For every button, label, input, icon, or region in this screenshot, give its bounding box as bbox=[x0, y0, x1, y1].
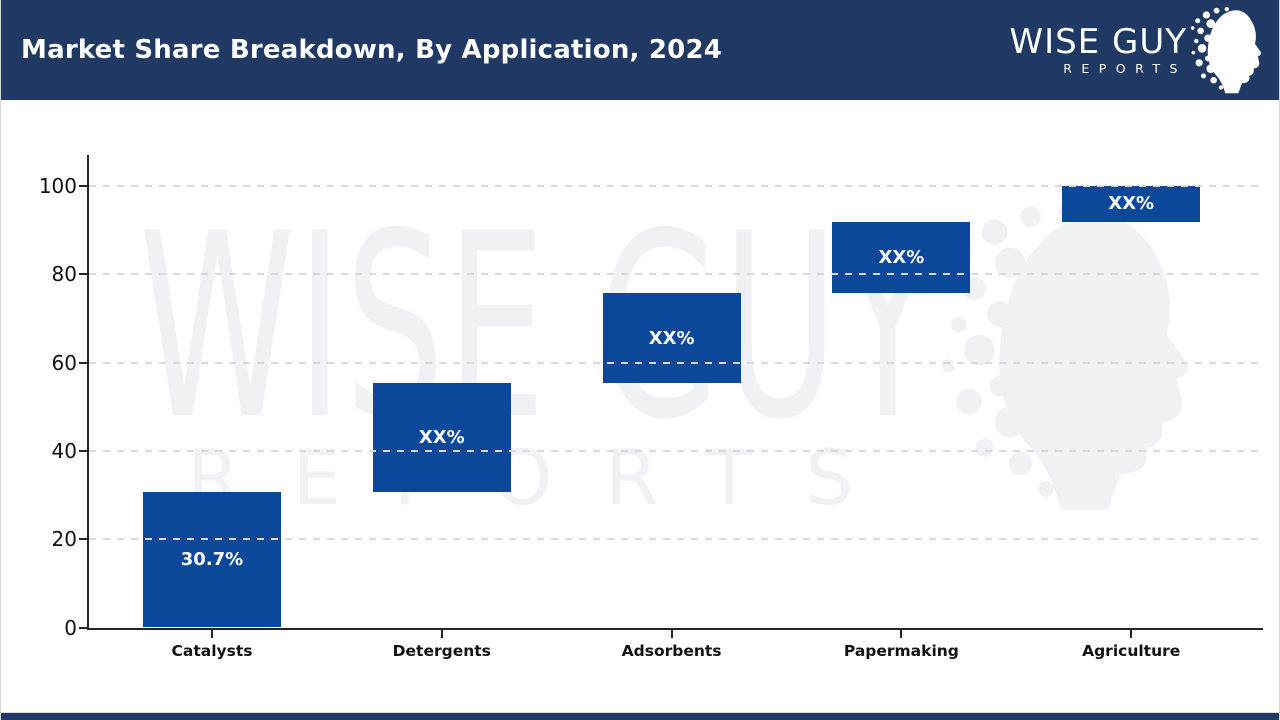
bar-value-label: XX% bbox=[648, 327, 695, 349]
gridline bbox=[89, 449, 1263, 452]
y-tick-label: 100 bbox=[38, 174, 77, 198]
bar-value-label: XX% bbox=[418, 426, 465, 448]
bar: XX% bbox=[372, 382, 511, 492]
x-tick-mark bbox=[1130, 629, 1133, 638]
chart-title: Market Share Breakdown, By Application, … bbox=[21, 35, 723, 65]
x-tick-mark bbox=[211, 629, 213, 638]
x-axis-line bbox=[87, 627, 1263, 630]
y-tick-mark bbox=[79, 361, 87, 364]
bar-value-label: 30.7% bbox=[180, 549, 244, 571]
y-tick-mark bbox=[79, 185, 87, 187]
gridline bbox=[89, 361, 1263, 364]
y-tick-label: 20 bbox=[51, 527, 77, 552]
header-bar: Market Share Breakdown, By Application, … bbox=[1, 0, 1279, 100]
x-tick-mark bbox=[440, 629, 443, 638]
y-tick-label: 0 bbox=[64, 615, 77, 640]
x-tick-label: Catalysts bbox=[171, 641, 253, 660]
y-tick-mark bbox=[79, 538, 87, 541]
plot: 0 20 40 60 80 100 30.7% Catalysts XX% Detergents X… bbox=[1, 100, 1279, 712]
bar: 30.7% bbox=[143, 491, 281, 628]
y-tick-mark bbox=[79, 626, 87, 629]
gridline bbox=[89, 538, 1263, 541]
y-tick-label: 40 bbox=[51, 438, 77, 463]
x-tick-label: Papermaking bbox=[843, 641, 959, 660]
gridline bbox=[89, 273, 1263, 276]
x-tick-mark bbox=[670, 629, 673, 638]
x-tick-label: Detergents bbox=[392, 641, 491, 660]
wiseguy-face-icon bbox=[1190, 6, 1262, 93]
brand-wordmark: WISE GUY REPORTS bbox=[1009, 25, 1187, 76]
bar: XX% bbox=[832, 221, 971, 294]
footer-bar bbox=[1, 713, 1279, 720]
y-tick-label: 80 bbox=[51, 262, 77, 287]
gridline bbox=[89, 185, 1263, 187]
logo-wiseguy-text: WISE GUY bbox=[1009, 21, 1187, 62]
y-tick-label: 60 bbox=[51, 350, 77, 375]
x-tick-label: Adsorbents bbox=[621, 641, 722, 660]
x-tick-label: Agriculture bbox=[1082, 641, 1181, 660]
y-tick-mark bbox=[79, 273, 87, 276]
chart-area: WISE GUY REPORTS 0 20 40 60 80 100 30.7% Cataly… bbox=[1, 100, 1279, 713]
x-tick-mark bbox=[900, 629, 903, 638]
bar-value-label: XX% bbox=[878, 247, 925, 268]
y-tick-mark bbox=[79, 449, 87, 452]
bar: XX% bbox=[602, 293, 741, 383]
brand-logo: WISE GUY REPORTS bbox=[1009, 6, 1263, 95]
bar: XX% bbox=[1062, 186, 1201, 222]
y-axis-line bbox=[87, 155, 89, 630]
bar-value-label: XX% bbox=[1108, 193, 1155, 215]
logo-reports-text: REPORTS bbox=[1063, 60, 1187, 76]
